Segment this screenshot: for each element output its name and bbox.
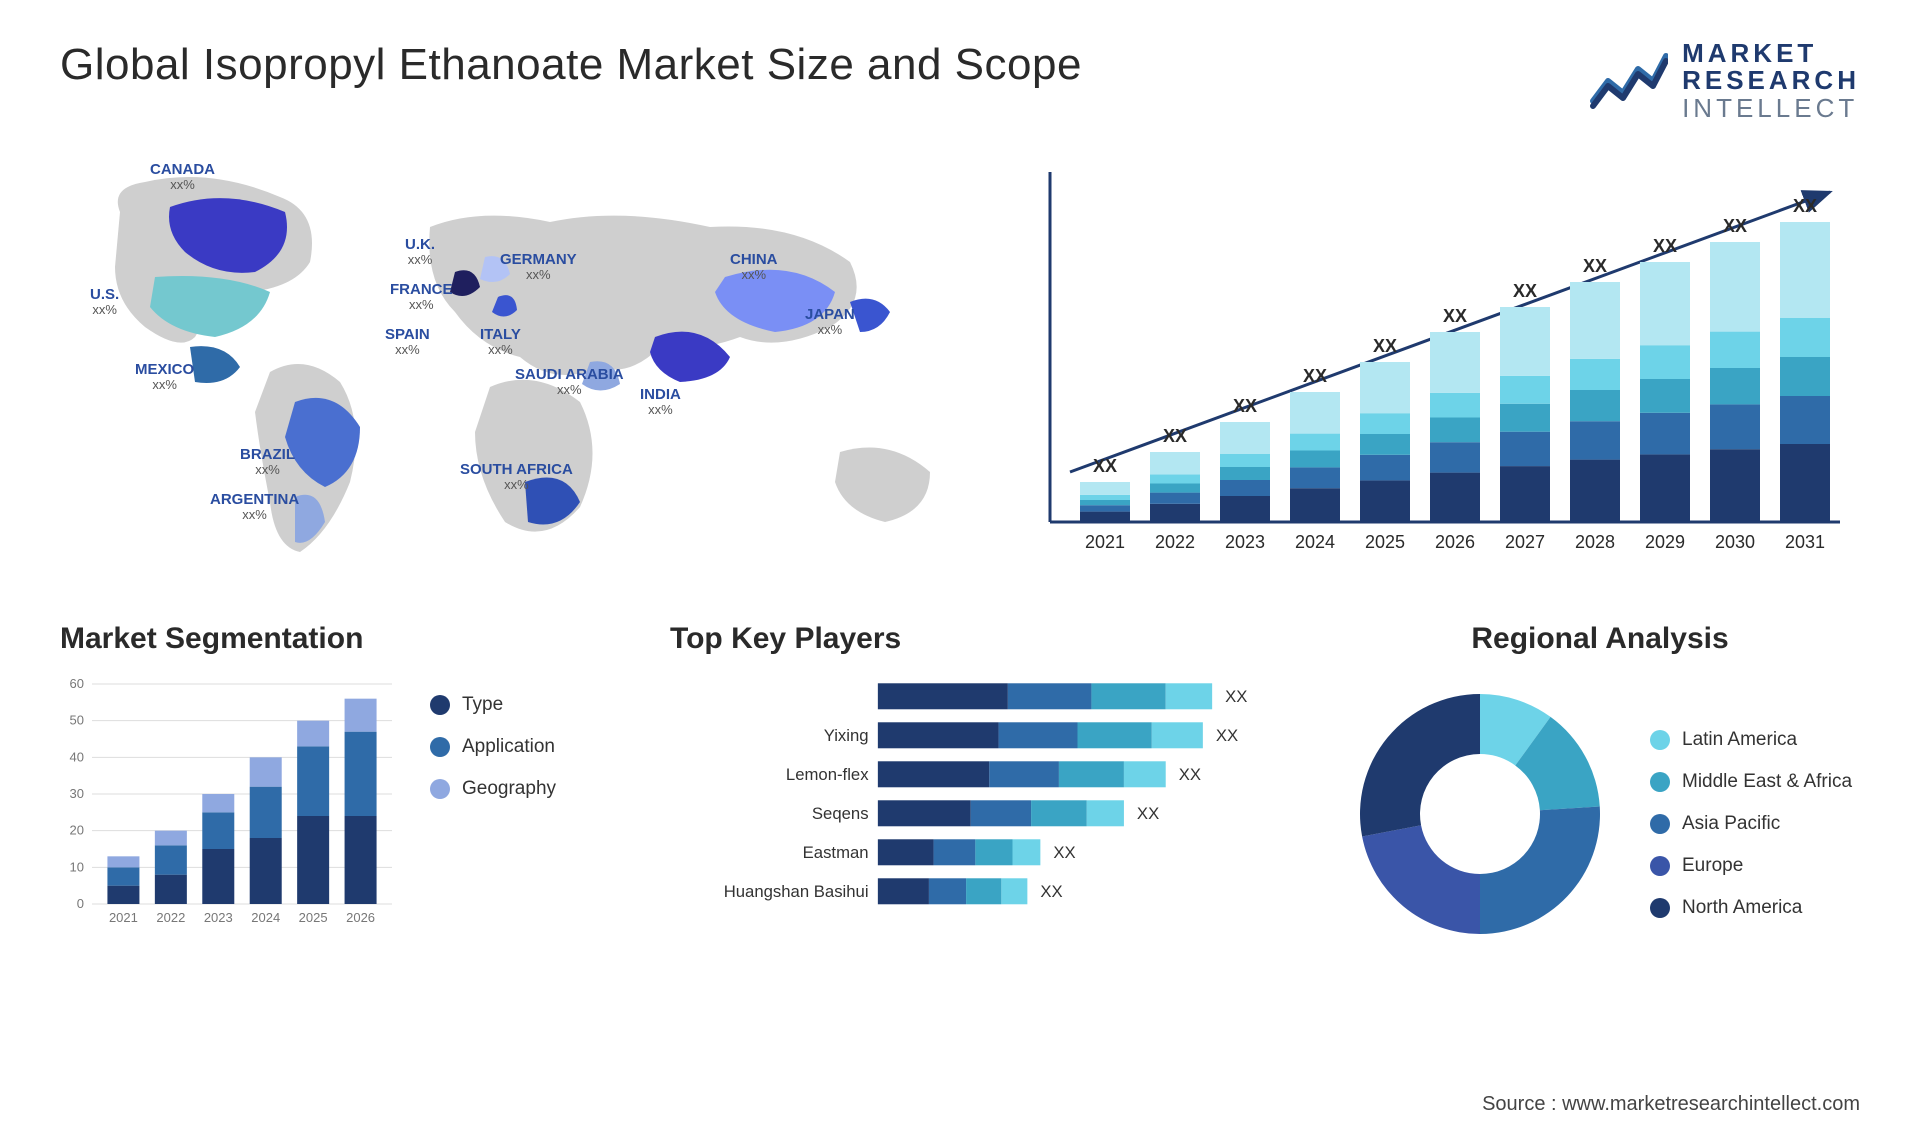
svg-text:XX: XX (1653, 236, 1677, 256)
growth-chart-panel: XX XX XX XX XX XX XX XX XX XX XX 2021 2022 2023 2024 2… (1040, 152, 1860, 572)
legend-item: Application (430, 736, 556, 758)
players-title: Top Key Players (670, 622, 1290, 656)
legend-item: Asia Pacific (1650, 813, 1852, 835)
svg-text:XX: XX (1303, 366, 1327, 386)
segmentation-title: Market Segmentation (60, 622, 620, 656)
page-title: Global Isopropyl Ethanoate Market Size a… (60, 40, 1082, 90)
logo-line2: RESEARCH (1682, 67, 1860, 94)
svg-text:2022: 2022 (1155, 532, 1195, 552)
map-country-label: U.K.xx% (405, 237, 435, 268)
svg-text:2023: 2023 (1225, 532, 1265, 552)
legend-item: Geography (430, 778, 556, 800)
regional-legend: Latin America Middle East & Africa Asia Pa… (1650, 729, 1852, 919)
svg-text:XX: XX (1723, 216, 1747, 236)
map-country-label: SOUTH AFRICAxx% (460, 462, 573, 493)
svg-text:XX: XX (1053, 843, 1075, 862)
svg-text:2024: 2024 (251, 910, 280, 925)
map-country-label: SAUDI ARABIAxx% (515, 367, 624, 398)
svg-text:XX: XX (1179, 765, 1201, 784)
svg-text:XX: XX (1040, 882, 1062, 901)
svg-text:20: 20 (70, 823, 84, 838)
svg-text:2031: 2031 (1785, 532, 1825, 552)
svg-text:10: 10 (70, 859, 84, 874)
players-panel: Top Key Players XX Yixing XX Lemon-flex XX Se… (670, 622, 1290, 954)
map-country-label: ARGENTINAxx% (210, 492, 299, 523)
legend-item: Type (430, 694, 556, 716)
svg-text:2025: 2025 (1365, 532, 1405, 552)
map-country-label: CANADAxx% (150, 162, 215, 193)
map-country-label: GERMANYxx% (500, 252, 577, 283)
svg-text:2021: 2021 (109, 910, 138, 925)
legend-item: Latin America (1650, 729, 1852, 751)
svg-text:XX: XX (1163, 426, 1187, 446)
segmentation-bar-chart: 0 10 20 30 40 50 60 2021 2022 2023 2024 2025 2026 (60, 674, 400, 934)
svg-text:Seqens: Seqens (812, 804, 869, 823)
svg-text:2025: 2025 (299, 910, 328, 925)
logo-line1: MARKET (1682, 40, 1860, 67)
svg-text:XX: XX (1583, 256, 1607, 276)
svg-text:XX: XX (1225, 687, 1247, 706)
map-country-label: MEXICOxx% (135, 362, 194, 393)
svg-text:2024: 2024 (1295, 532, 1335, 552)
world-map-panel: CANADAxx% U.S.xx% MEXICOxx% BRAZILxx% ARGENT… (60, 152, 1000, 572)
svg-text:2029: 2029 (1645, 532, 1685, 552)
svg-text:XX: XX (1093, 456, 1117, 476)
svg-text:30: 30 (70, 786, 84, 801)
players-hbar-chart: XX Yixing XX Lemon-flex XX Seqens XX Eastman XX H… (670, 674, 1290, 934)
source-attribution: Source : www.marketresearchintellect.com (1482, 1093, 1860, 1116)
map-country-label: U.S.xx% (90, 287, 119, 318)
map-country-label: JAPANxx% (805, 307, 855, 338)
segmentation-legend: Type Application Geography (430, 694, 556, 934)
map-country-label: ITALYxx% (480, 327, 521, 358)
svg-text:2026: 2026 (346, 910, 375, 925)
brand-logo: MARKET RESEARCH INTELLECT (1588, 40, 1860, 122)
svg-text:2026: 2026 (1435, 532, 1475, 552)
map-country-label: CHINAxx% (730, 252, 778, 283)
svg-text:XX: XX (1513, 281, 1537, 301)
legend-item: North America (1650, 897, 1852, 919)
logo-line3: INTELLECT (1682, 95, 1860, 122)
svg-text:2023: 2023 (204, 910, 233, 925)
svg-text:XX: XX (1373, 336, 1397, 356)
svg-text:Eastman: Eastman (803, 843, 869, 862)
svg-text:2028: 2028 (1575, 532, 1615, 552)
logo-icon (1588, 51, 1668, 111)
map-country-label: FRANCExx% (390, 282, 453, 313)
svg-text:60: 60 (70, 676, 84, 691)
svg-text:2027: 2027 (1505, 532, 1545, 552)
svg-text:50: 50 (70, 713, 84, 728)
svg-text:2021: 2021 (1085, 532, 1125, 552)
map-country-label: BRAZILxx% (240, 447, 295, 478)
svg-text:XX: XX (1233, 396, 1257, 416)
svg-text:XX: XX (1137, 804, 1159, 823)
svg-text:Huangshan Basihui: Huangshan Basihui (724, 882, 869, 901)
legend-item: Middle East & Africa (1650, 771, 1852, 793)
svg-text:40: 40 (70, 749, 84, 764)
legend-item: Europe (1650, 855, 1852, 877)
svg-text:Yixing: Yixing (824, 726, 869, 745)
svg-text:0: 0 (77, 896, 84, 911)
growth-stacked-bar-chart: XX XX XX XX XX XX XX XX XX XX XX 2021 2022 2023 2024 2… (1040, 152, 1860, 572)
regional-title: Regional Analysis (1340, 622, 1860, 656)
svg-text:2022: 2022 (156, 910, 185, 925)
map-country-label: SPAINxx% (385, 327, 430, 358)
svg-text:XX: XX (1216, 726, 1238, 745)
svg-text:Lemon-flex: Lemon-flex (786, 765, 869, 784)
map-country-label: INDIAxx% (640, 387, 681, 418)
regional-donut-chart (1340, 674, 1620, 954)
svg-text:XX: XX (1793, 196, 1817, 216)
svg-text:2030: 2030 (1715, 532, 1755, 552)
world-map (60, 152, 1000, 572)
regional-panel: Regional Analysis Latin America Middle Ea… (1340, 622, 1860, 954)
segmentation-panel: Market Segmentation 0 10 20 30 40 50 60 2021 20… (60, 622, 620, 954)
svg-text:XX: XX (1443, 306, 1467, 326)
